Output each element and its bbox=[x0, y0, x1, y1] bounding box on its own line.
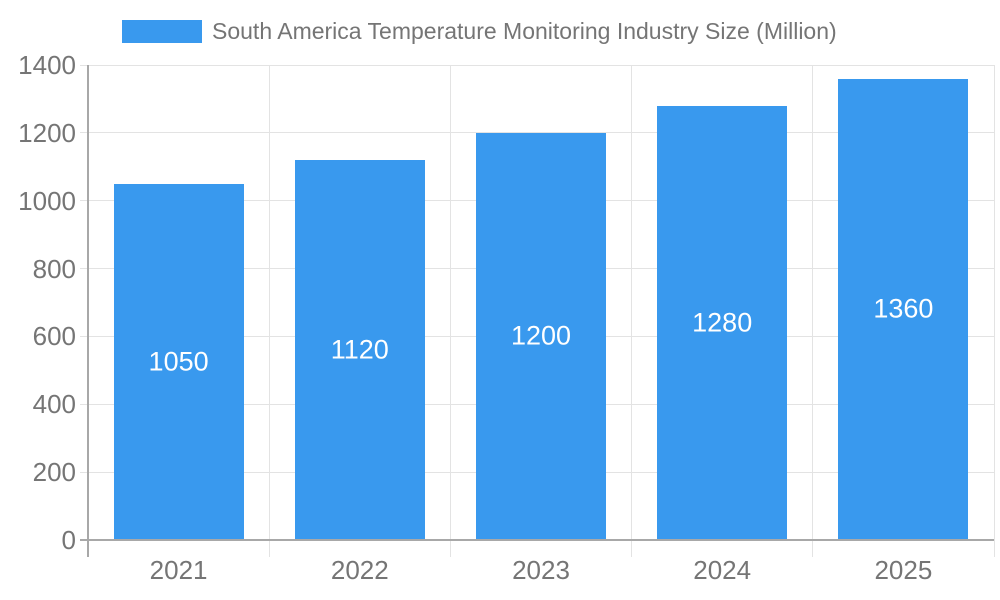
y-tick-label: 1000 bbox=[18, 185, 76, 216]
x-tick-label: 2022 bbox=[330, 555, 389, 585]
bar-2022 bbox=[294, 160, 425, 540]
h-gridline bbox=[80, 64, 994, 66]
bar-value-label: 1200 bbox=[510, 320, 572, 351]
x-axis-line bbox=[80, 539, 994, 541]
legend-swatch bbox=[122, 19, 202, 43]
chart-legend: South America Temperature Monitoring Ind… bbox=[122, 17, 837, 45]
y-tick-label: 600 bbox=[32, 321, 76, 352]
x-tick-label: 2025 bbox=[874, 555, 933, 585]
y-tick-label: 800 bbox=[32, 253, 76, 284]
x-tick-label: 2024 bbox=[693, 555, 752, 585]
x-tick-label: 2021 bbox=[149, 555, 208, 585]
x-tick-label: 2023 bbox=[512, 555, 570, 585]
bar-value-label: 1280 bbox=[692, 307, 753, 338]
bar-value-label: 1050 bbox=[148, 346, 209, 377]
y-axis-line bbox=[87, 65, 89, 557]
bar-2025 bbox=[838, 78, 969, 540]
y-tick-label: 200 bbox=[32, 457, 76, 488]
v-gridline bbox=[993, 65, 995, 557]
bar-value-label: 1120 bbox=[330, 334, 389, 365]
v-gridline bbox=[268, 65, 270, 557]
v-gridline bbox=[812, 65, 814, 557]
y-tick-label: 1400 bbox=[18, 50, 76, 80]
y-tick-label: 1200 bbox=[18, 117, 76, 148]
bar-2021 bbox=[113, 183, 244, 540]
legend-label: South America Temperature Monitoring Ind… bbox=[212, 17, 837, 44]
bar-2024 bbox=[657, 105, 788, 540]
bar-2023 bbox=[476, 132, 606, 540]
v-gridline bbox=[449, 65, 451, 557]
y-tick-label: 0 bbox=[61, 525, 76, 555]
bar-value-label: 1360 bbox=[873, 293, 934, 324]
v-gridline bbox=[631, 65, 633, 557]
y-tick-label: 400 bbox=[32, 389, 76, 420]
